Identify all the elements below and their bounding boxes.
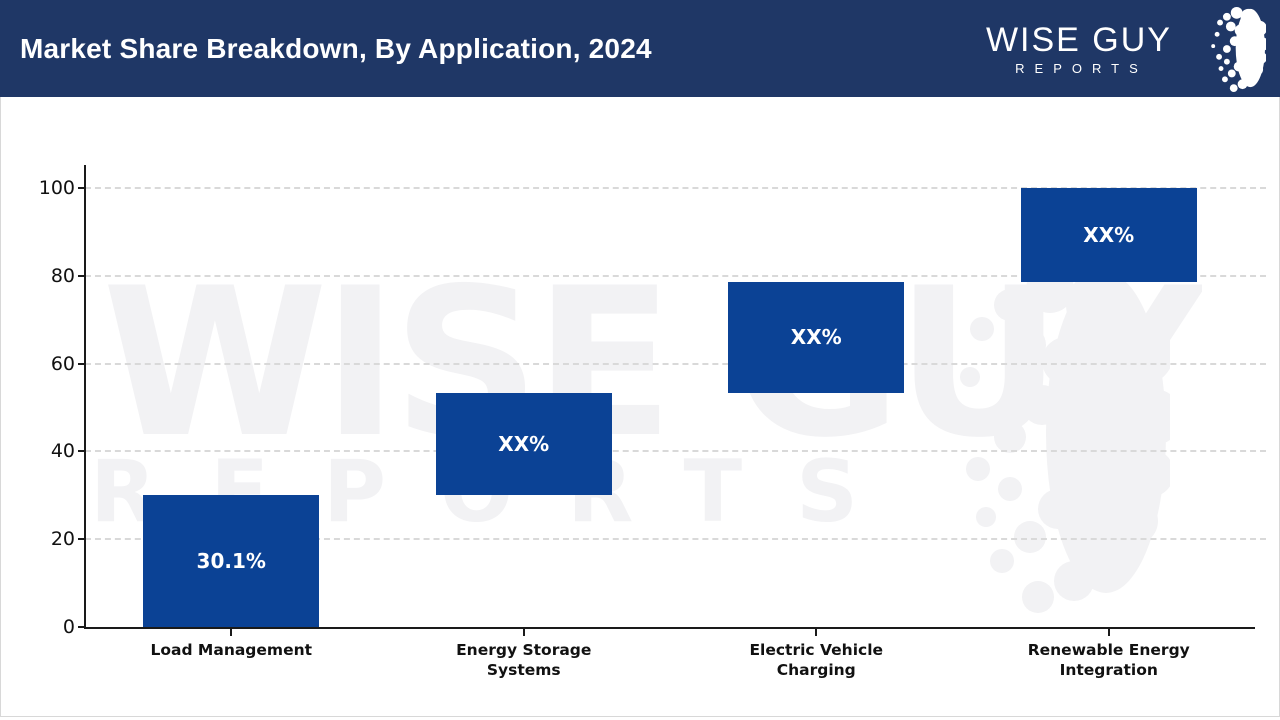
dotted-head-icon (1211, 6, 1266, 92)
brand-logo: WISE GUY REPORTS (986, 5, 1280, 93)
header-band: Market Share Breakdown, By Application, … (0, 0, 1280, 97)
bar-value-label: XX% (498, 431, 550, 456)
bar-value-label: XX% (1083, 222, 1135, 247)
y-axis-tick-label: 60 (50, 352, 75, 375)
brand-logo-text: WISE GUY REPORTS (986, 23, 1172, 75)
bar-segment: 30.1% (143, 494, 320, 627)
y-axis-tick-label: 100 (38, 177, 75, 199)
y-axis-tick (78, 187, 85, 189)
x-axis-tick (230, 629, 233, 636)
bar-value-label: XX% (790, 325, 842, 350)
gridline (85, 187, 1266, 189)
x-axis-tick (1107, 629, 1110, 636)
x-axis-tick (522, 629, 525, 636)
gridline (85, 538, 1266, 541)
brand-name: WISE GUY (985, 20, 1172, 59)
y-axis-tick-label: 20 (50, 528, 75, 551)
y-axis-line (84, 165, 86, 629)
y-axis-tick (78, 626, 85, 628)
bar-segment: XX% (1020, 188, 1197, 282)
gridline (85, 274, 1266, 277)
bar-segment: XX% (435, 392, 612, 495)
figure-edge-bottom (0, 716, 1280, 717)
x-axis-category-label: Renewable Energy Integration (1027, 641, 1190, 679)
bar-segment: XX% (728, 281, 905, 393)
gridline (85, 362, 1266, 365)
figure-edge-left (0, 97, 1, 717)
x-axis-line (84, 627, 1255, 629)
y-axis-tick-label: 80 (50, 264, 75, 287)
y-axis-tick (78, 450, 85, 453)
y-axis-tick (78, 538, 85, 541)
y-axis-tick-label: 40 (50, 440, 75, 463)
x-axis-category-label: Electric Vehicle Charging (749, 641, 884, 679)
bar-value-label: 30.1% (196, 548, 266, 573)
x-axis-category-label: Energy Storage Systems (456, 641, 592, 679)
y-axis-tick (78, 362, 85, 365)
page-title: Market Share Breakdown, By Application, … (20, 32, 652, 64)
x-axis-category-label: Load Management (150, 641, 313, 659)
x-axis-tick (815, 629, 818, 636)
brand-subname: REPORTS (1015, 60, 1148, 76)
y-axis-tick-label: 0 (62, 616, 75, 638)
y-axis-tick (78, 274, 85, 277)
gridline (85, 450, 1266, 453)
